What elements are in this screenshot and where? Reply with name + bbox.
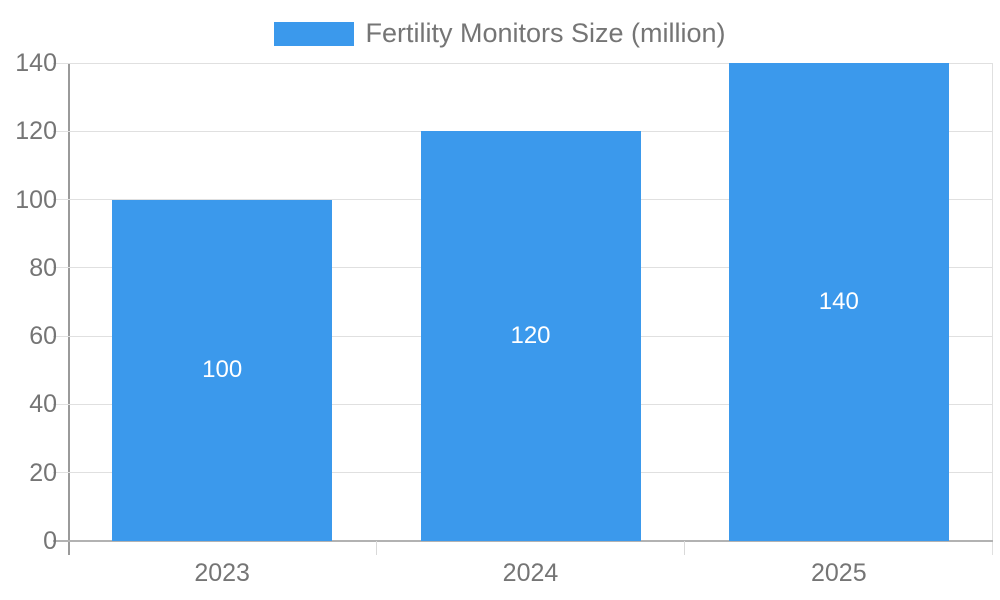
y-tick-label: 80: [29, 253, 57, 282]
bar-value-label: 140: [818, 288, 859, 315]
bar-2024: [420, 131, 641, 541]
bar-value-label: 100: [202, 356, 243, 384]
x-tick-stub: [684, 541, 686, 555]
y-tick-label: 20: [29, 458, 57, 487]
y-tick-label: 0: [43, 527, 57, 555]
plot-area: 100 120 140: [53, 62, 993, 555]
gridline: [53, 540, 993, 542]
x-tick-label: 2025: [811, 559, 867, 587]
x-tick-label: 2023: [194, 559, 250, 587]
y-tick-label: 140: [15, 49, 57, 77]
x-tick-label: 2024: [502, 559, 559, 587]
y-axis-line: [68, 63, 70, 555]
x-tick-stub: [375, 541, 377, 555]
y-tick-label: 120: [15, 117, 57, 146]
y-tick-label: 100: [15, 185, 57, 214]
legend-color-swatch-icon: [274, 21, 355, 46]
y-tick-label: 60: [29, 322, 57, 351]
y-tick-label: 40: [29, 390, 57, 419]
gridline: [53, 62, 993, 64]
chart-legend[interactable]: Fertility Monitors Size (million): [0, 18, 1000, 49]
bar-2025: [728, 63, 949, 541]
bar-value-label: 120: [510, 322, 551, 350]
plot-right-border: [992, 63, 993, 555]
bar-2023: [112, 199, 333, 541]
legend-label: Fertility Monitors Size (million): [365, 18, 726, 48]
